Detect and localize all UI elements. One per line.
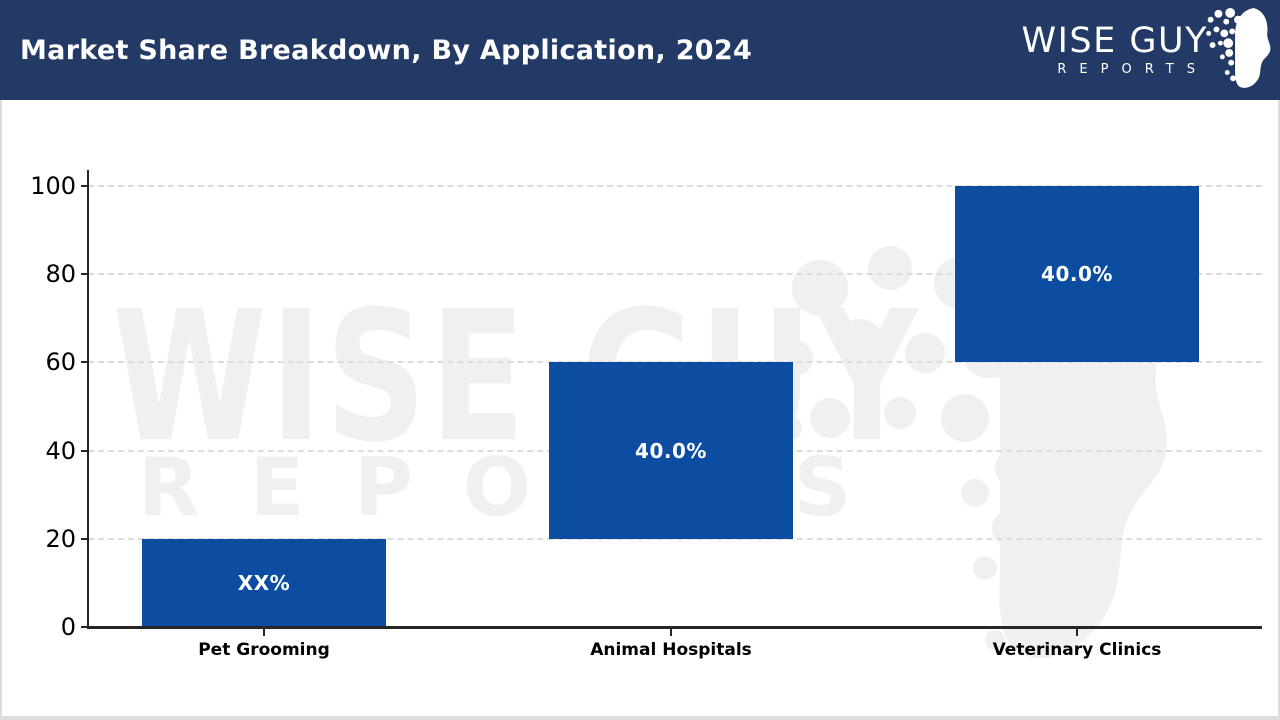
brand-face-icon xyxy=(1206,7,1271,88)
bar-pet-grooming: XX% xyxy=(142,538,386,627)
x-axis-category-label: Animal Hospitals xyxy=(590,640,752,660)
brand-logo: WISE GUY REPORTS xyxy=(1021,6,1274,94)
y-axis-tick xyxy=(81,537,89,540)
y-axis-tick xyxy=(81,626,89,628)
x-axis-tick xyxy=(263,627,265,636)
bar-value-label: 40.0% xyxy=(635,438,707,463)
y-axis-tick-label: 80 xyxy=(45,260,76,289)
brand-name: WISE GUY xyxy=(1021,21,1208,61)
x-axis-category-label: Veterinary Clinics xyxy=(992,640,1162,660)
frame-border-bottom xyxy=(0,716,1280,720)
page-title: Market Share Breakdown, By Application, … xyxy=(20,34,753,66)
y-axis-tick-label: 60 xyxy=(45,348,76,377)
y-gridline xyxy=(88,185,1262,187)
brand-wordmark: WISE GUY REPORTS xyxy=(1021,21,1208,77)
bar-value-label: 40.0% xyxy=(1041,262,1113,287)
y-axis-tick xyxy=(81,449,89,452)
frame-border-right xyxy=(1278,100,1280,716)
y-axis-tick-label: 40 xyxy=(45,436,76,465)
x-axis-category-label: Pet Grooming xyxy=(198,640,330,660)
y-gridline xyxy=(88,273,1262,276)
header: Market Share Breakdown, By Application, … xyxy=(0,0,1280,100)
brand-subtitle: REPORTS xyxy=(1057,62,1208,77)
frame-border-left xyxy=(0,100,2,716)
y-axis-tick-label: 100 xyxy=(30,172,76,200)
y-axis-line xyxy=(87,170,89,628)
y-axis-tick xyxy=(81,185,89,187)
y-axis-tick xyxy=(81,361,89,364)
y-gridline xyxy=(88,537,1262,540)
y-axis-tick xyxy=(81,273,89,276)
bar-value-label: XX% xyxy=(237,570,291,595)
y-axis-tick-label: 0 xyxy=(60,613,76,641)
bar-animal-hospitals: 40.0% xyxy=(549,362,793,539)
bar-veterinary-clinics: 40.0% xyxy=(955,186,1199,363)
x-axis-line xyxy=(87,626,1262,629)
x-axis-tick xyxy=(670,627,672,636)
y-axis-tick-label: 20 xyxy=(45,524,76,553)
